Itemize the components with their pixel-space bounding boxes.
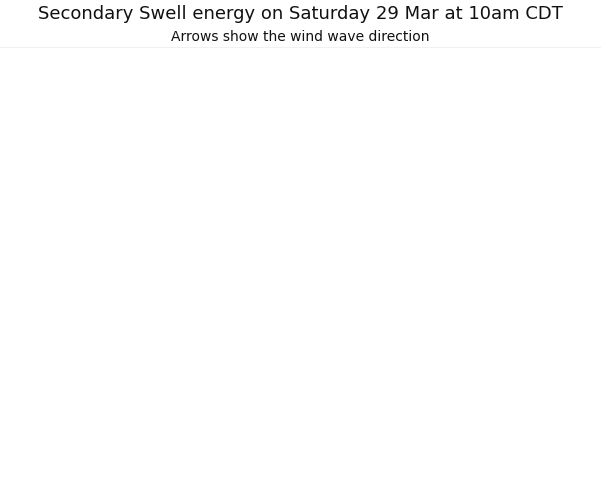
Text: Secondary Swell energy on Saturday 29 Mar at 10am CDT: Secondary Swell energy on Saturday 29 Ma…	[38, 5, 563, 22]
Text: Arrows show the wind wave direction: Arrows show the wind wave direction	[171, 30, 430, 43]
